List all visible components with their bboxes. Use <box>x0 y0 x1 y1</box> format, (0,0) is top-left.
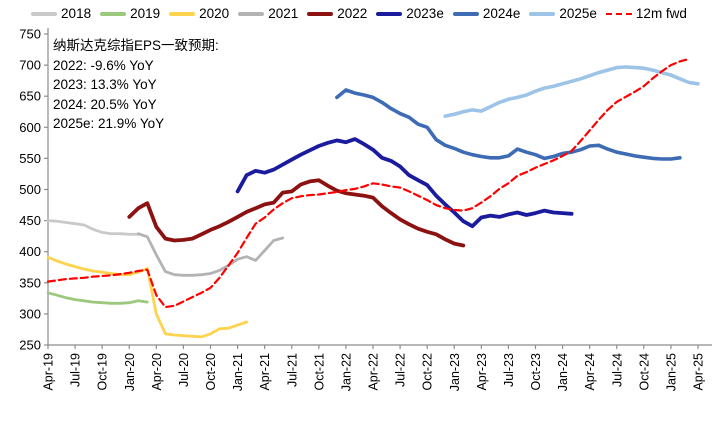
x-tick-label: Jul-20 <box>177 353 191 387</box>
series-line-2019 <box>46 291 149 305</box>
x-tick-label: Oct-23 <box>529 353 543 391</box>
x-tick-label: Oct-24 <box>637 353 651 391</box>
y-tick-label: 500 <box>19 182 41 197</box>
x-tick-label: Apr-19 <box>42 353 56 391</box>
annotation-line-2023: 2023: 13.3% YoY <box>53 77 157 92</box>
legend-swatch-2022 <box>307 11 334 16</box>
legend-item-2023e: 2023e <box>376 6 444 21</box>
y-tick-label: 600 <box>19 120 41 135</box>
x-tick-label: Jan-20 <box>123 353 137 391</box>
x-tick-label: Oct-21 <box>312 353 326 391</box>
x-tick-label: Jul-24 <box>610 353 624 387</box>
x-tick-label: Jan-21 <box>231 353 245 391</box>
x-tick-label: Apr-23 <box>475 353 489 391</box>
legend-label: 2019 <box>130 6 161 21</box>
x-tick-label: Oct-19 <box>96 353 110 391</box>
y-tick-label: 700 <box>19 58 41 73</box>
series-line-2025e <box>443 65 700 118</box>
legend-label: 2021 <box>268 6 299 21</box>
x-tick-label: Apr-21 <box>258 353 272 391</box>
legend-item-2022: 2022 <box>307 6 367 21</box>
chart-legend: 2018 2019 2020 2021 2022 2023e 2024e 2025e 12m f… <box>0 6 718 21</box>
x-tick-label: Jul-23 <box>502 353 516 387</box>
legend-swatch-12m-fwd <box>605 12 632 15</box>
annotation-line-2024: 2024: 20.5% YoY <box>53 96 157 112</box>
legend-swatch-2020 <box>169 11 196 16</box>
annotation-title: 纳斯达克综指EPS一致预期: <box>53 38 219 53</box>
annotation-line-2022: 2022: -9.6% YoY <box>53 57 154 73</box>
chart-annotation: 纳斯达克综指EPS一致预期: 2022: -9.6% YoY 2023: 13.… <box>53 36 219 134</box>
legend-swatch-2023e <box>376 11 403 16</box>
legend-swatch-2018 <box>31 11 58 16</box>
legend-label: 2024e <box>482 6 521 21</box>
series-line-12m-fwd <box>46 57 691 309</box>
x-tick-label: Jan-24 <box>556 353 570 391</box>
x-tick-label: Jul-19 <box>69 353 83 387</box>
x-tick-label: Jul-22 <box>394 353 408 387</box>
x-tick-label: Jan-23 <box>448 353 462 391</box>
series-line-2022 <box>127 178 466 248</box>
legend-swatch-2024e <box>452 11 479 16</box>
x-tick-label: Apr-24 <box>583 353 597 391</box>
legend-item-12m-fwd: 12m fwd <box>605 6 687 21</box>
legend-label: 2025e <box>559 6 597 21</box>
y-tick-label: 300 <box>19 306 41 321</box>
series-line-2023e <box>235 137 574 229</box>
series-line-2018 <box>46 219 140 236</box>
legend-item-2020: 2020 <box>169 6 229 21</box>
x-tick-label: Apr-25 <box>692 353 706 391</box>
y-tick-label: 550 <box>19 151 41 166</box>
annotation-line-2025: 2025e: 21.9% YoY <box>53 116 165 131</box>
legend-label: 2018 <box>61 6 92 21</box>
legend-label: 2023e <box>406 6 444 21</box>
series-line-2021 <box>136 232 285 277</box>
x-tick-label: Jan-22 <box>339 353 353 391</box>
x-tick-label: Oct-22 <box>421 353 435 391</box>
legend-label: 12m fwd <box>635 6 687 21</box>
x-tick-label: Jul-21 <box>285 353 299 387</box>
y-tick-label: 400 <box>19 244 41 259</box>
legend-item-2024e: 2024e <box>452 6 521 21</box>
series-line-2024e <box>335 88 682 161</box>
x-tick-label: Jan-25 <box>664 353 678 391</box>
x-tick-label: Apr-20 <box>150 353 164 391</box>
legend-swatch-2019 <box>100 11 127 16</box>
legend-item-2021: 2021 <box>238 6 298 21</box>
x-tick-label: Oct-20 <box>204 353 218 391</box>
legend-item-2018: 2018 <box>31 6 91 21</box>
legend-label: 2020 <box>199 6 230 21</box>
legend-label: 2022 <box>337 6 368 21</box>
legend-swatch-2021 <box>238 11 265 16</box>
y-tick-label: 350 <box>19 275 41 290</box>
y-tick-label: 450 <box>19 213 41 228</box>
legend-item-2025e: 2025e <box>529 6 597 21</box>
x-tick-label: Apr-22 <box>367 353 381 391</box>
y-tick-label: 250 <box>19 338 41 353</box>
legend-swatch-2025e <box>529 11 556 16</box>
series-line-2020 <box>46 255 249 339</box>
legend-item-2019: 2019 <box>100 6 160 21</box>
y-tick-label: 650 <box>19 89 41 104</box>
y-tick-label: 750 <box>19 27 41 42</box>
